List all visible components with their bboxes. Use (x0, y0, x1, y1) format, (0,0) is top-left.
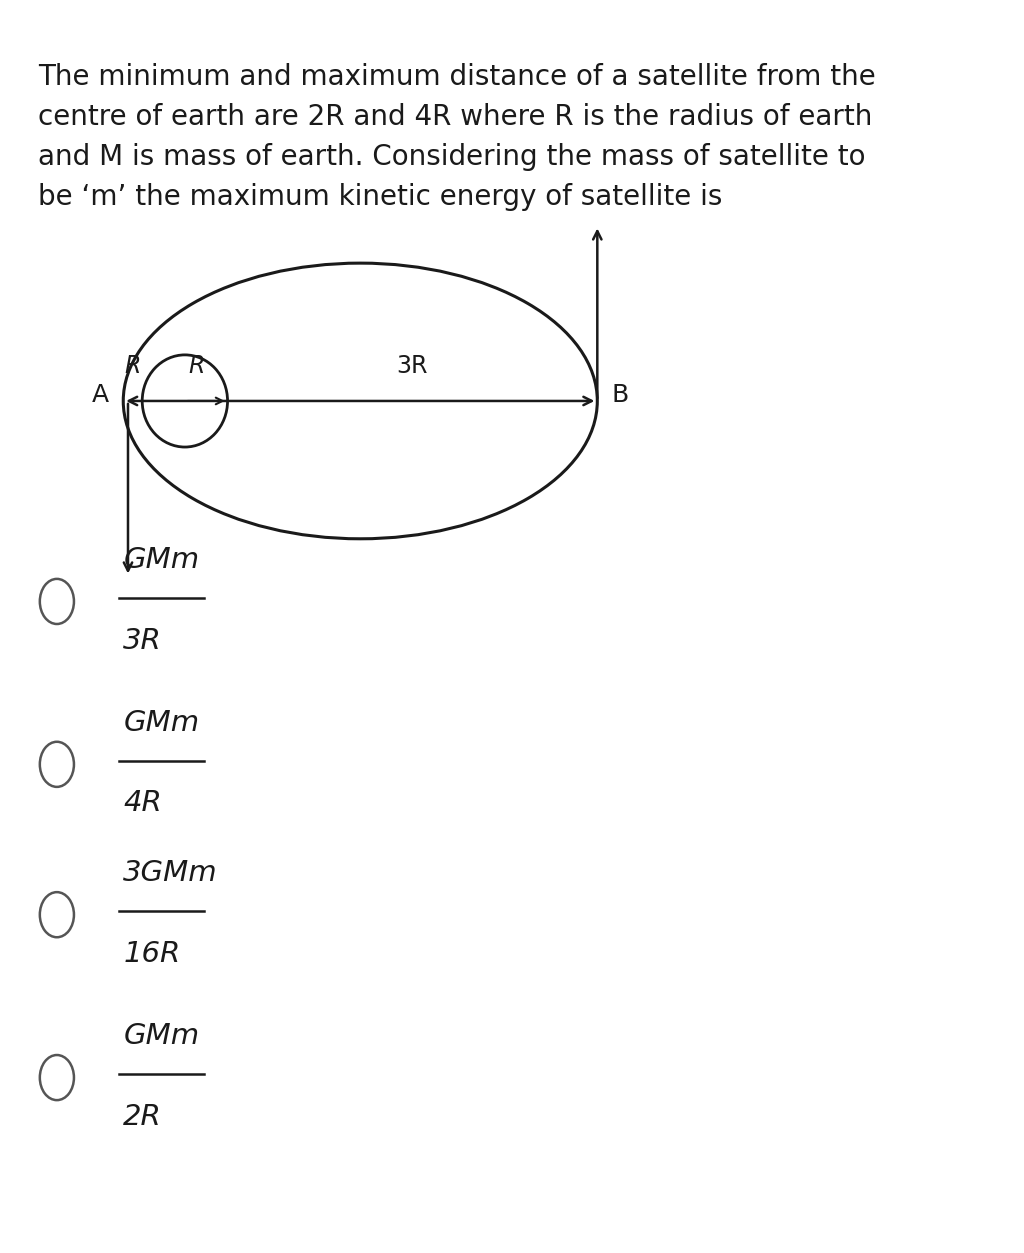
Text: R: R (188, 355, 205, 378)
Text: GMm: GMm (123, 1022, 200, 1050)
Text: GMm: GMm (123, 709, 200, 737)
Text: 4R: 4R (123, 789, 162, 817)
Text: 3R: 3R (123, 626, 162, 654)
Text: 16R: 16R (123, 940, 180, 967)
Text: A: A (92, 382, 109, 407)
Text: 3R: 3R (396, 355, 428, 378)
Text: 2R: 2R (123, 1103, 162, 1130)
Text: 3GMm: 3GMm (123, 860, 218, 887)
Text: B: B (611, 382, 629, 407)
Text: GMm: GMm (123, 546, 200, 574)
Text: R: R (125, 355, 141, 378)
Text: The minimum and maximum distance of a satellite from the
centre of earth are 2R : The minimum and maximum distance of a sa… (38, 63, 876, 211)
